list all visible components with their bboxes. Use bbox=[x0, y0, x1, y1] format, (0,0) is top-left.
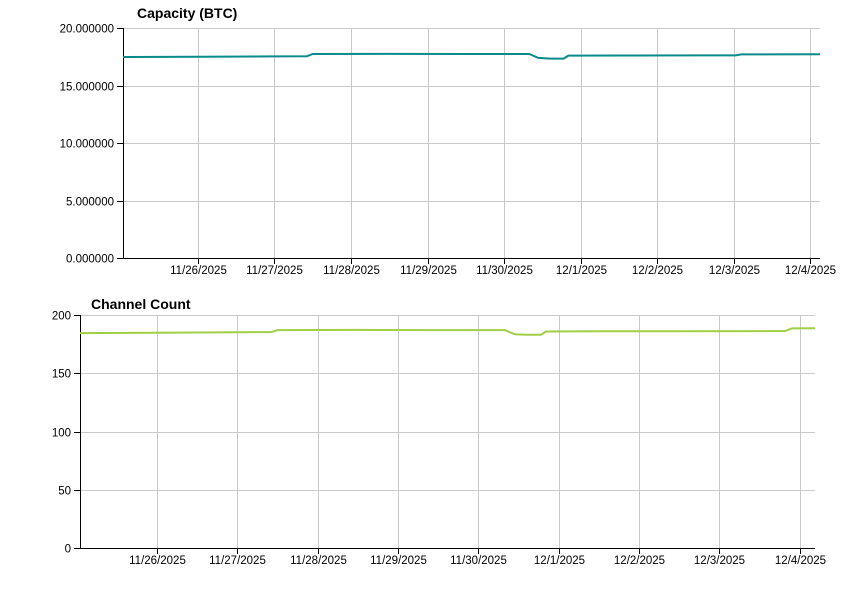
y-tick-label: 100 bbox=[52, 428, 71, 440]
x-tick-label: 12/3/2025 bbox=[694, 555, 745, 567]
y-tick-label: 15.000000 bbox=[60, 82, 114, 94]
x-tick-label: 12/3/2025 bbox=[709, 265, 760, 277]
x-tick-label: 12/2/2025 bbox=[632, 265, 683, 277]
capacity-chart-title: Capacity (BTC) bbox=[137, 5, 238, 21]
channel-count-chart-title: Channel Count bbox=[91, 296, 191, 312]
y-tick-label: 0 bbox=[65, 544, 71, 556]
x-tick-label: 11/27/2025 bbox=[246, 265, 303, 277]
series-line bbox=[122, 52, 821, 60]
x-tick-label: 12/4/2025 bbox=[785, 265, 836, 277]
x-tick-label: 12/1/2025 bbox=[556, 265, 607, 277]
x-tick-label: 11/26/2025 bbox=[129, 555, 186, 567]
x-tick-label: 11/28/2025 bbox=[290, 555, 347, 567]
x-tick-label: 11/29/2025 bbox=[370, 555, 427, 567]
series-line bbox=[79, 327, 816, 336]
y-tick-label: 50 bbox=[58, 486, 71, 498]
x-tick-label: 11/29/2025 bbox=[400, 265, 457, 277]
x-tick-label: 11/30/2025 bbox=[450, 555, 507, 567]
x-tick-label: 11/27/2025 bbox=[209, 555, 266, 567]
x-tick-label: 11/28/2025 bbox=[323, 265, 380, 277]
y-tick-label: 5.000000 bbox=[66, 197, 114, 209]
x-tick-label: 11/26/2025 bbox=[170, 265, 227, 277]
x-tick-label: 12/4/2025 bbox=[775, 555, 826, 567]
y-tick-label: 0.000000 bbox=[66, 254, 114, 266]
x-tick-label: 11/30/2025 bbox=[476, 265, 533, 277]
y-tick-label: 10.000000 bbox=[60, 139, 114, 151]
y-tick-label: 20.000000 bbox=[60, 24, 114, 36]
y-tick-label: 200 bbox=[52, 311, 71, 323]
x-tick-label: 12/2/2025 bbox=[614, 555, 665, 567]
x-tick-label: 12/1/2025 bbox=[534, 555, 585, 567]
y-tick-label: 150 bbox=[52, 369, 71, 381]
